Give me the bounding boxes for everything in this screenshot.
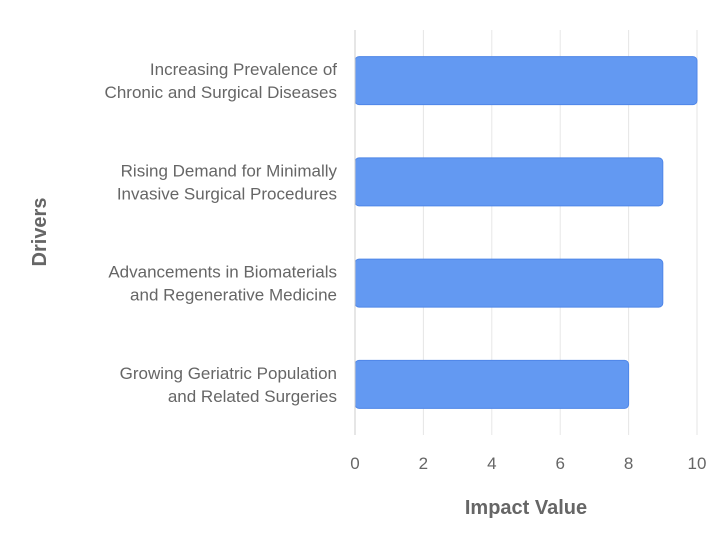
- x-tick-label: 6: [555, 454, 564, 473]
- category-label-line: Rising Demand for Minimally: [121, 161, 338, 180]
- category-label: Increasing Prevalence of Chronic and Surg…: [105, 60, 338, 102]
- category-label-line: Advancements in Biomaterials: [108, 263, 337, 282]
- category-label-line: and Related Surgeries: [168, 387, 337, 406]
- label-layer: 0 2 4 6 8 10 Increasing Prevalence of Chronic a…: [105, 60, 707, 473]
- bar: [354, 56, 698, 106]
- category-label: Growing Geriatric Population and Related …: [120, 364, 337, 406]
- bar: [354, 258, 664, 308]
- category-label-line: Increasing Prevalence of: [150, 60, 337, 79]
- bar: [354, 359, 630, 409]
- x-tick-label: 8: [624, 454, 633, 473]
- x-axis-title: Impact Value: [465, 497, 587, 519]
- x-tick-label: 10: [688, 454, 707, 473]
- y-axis-title: Drivers: [29, 198, 51, 267]
- bar-layer: [354, 56, 698, 409]
- x-tick-label: 4: [487, 454, 496, 473]
- category-label-line: Chronic and Surgical Diseases: [105, 83, 337, 102]
- category-label-line: and Regenerative Medicine: [130, 286, 337, 305]
- category-label-line: Invasive Surgical Procedures: [117, 184, 337, 203]
- x-tick-label: 2: [419, 454, 428, 473]
- category-label-line: Growing Geriatric Population: [120, 364, 337, 383]
- category-label: Rising Demand for Minimally Invasive Surg…: [117, 161, 338, 203]
- bar: [354, 157, 664, 207]
- x-tick-label: 0: [350, 454, 359, 473]
- category-label: Advancements in Biomaterials and Regenera…: [108, 263, 337, 305]
